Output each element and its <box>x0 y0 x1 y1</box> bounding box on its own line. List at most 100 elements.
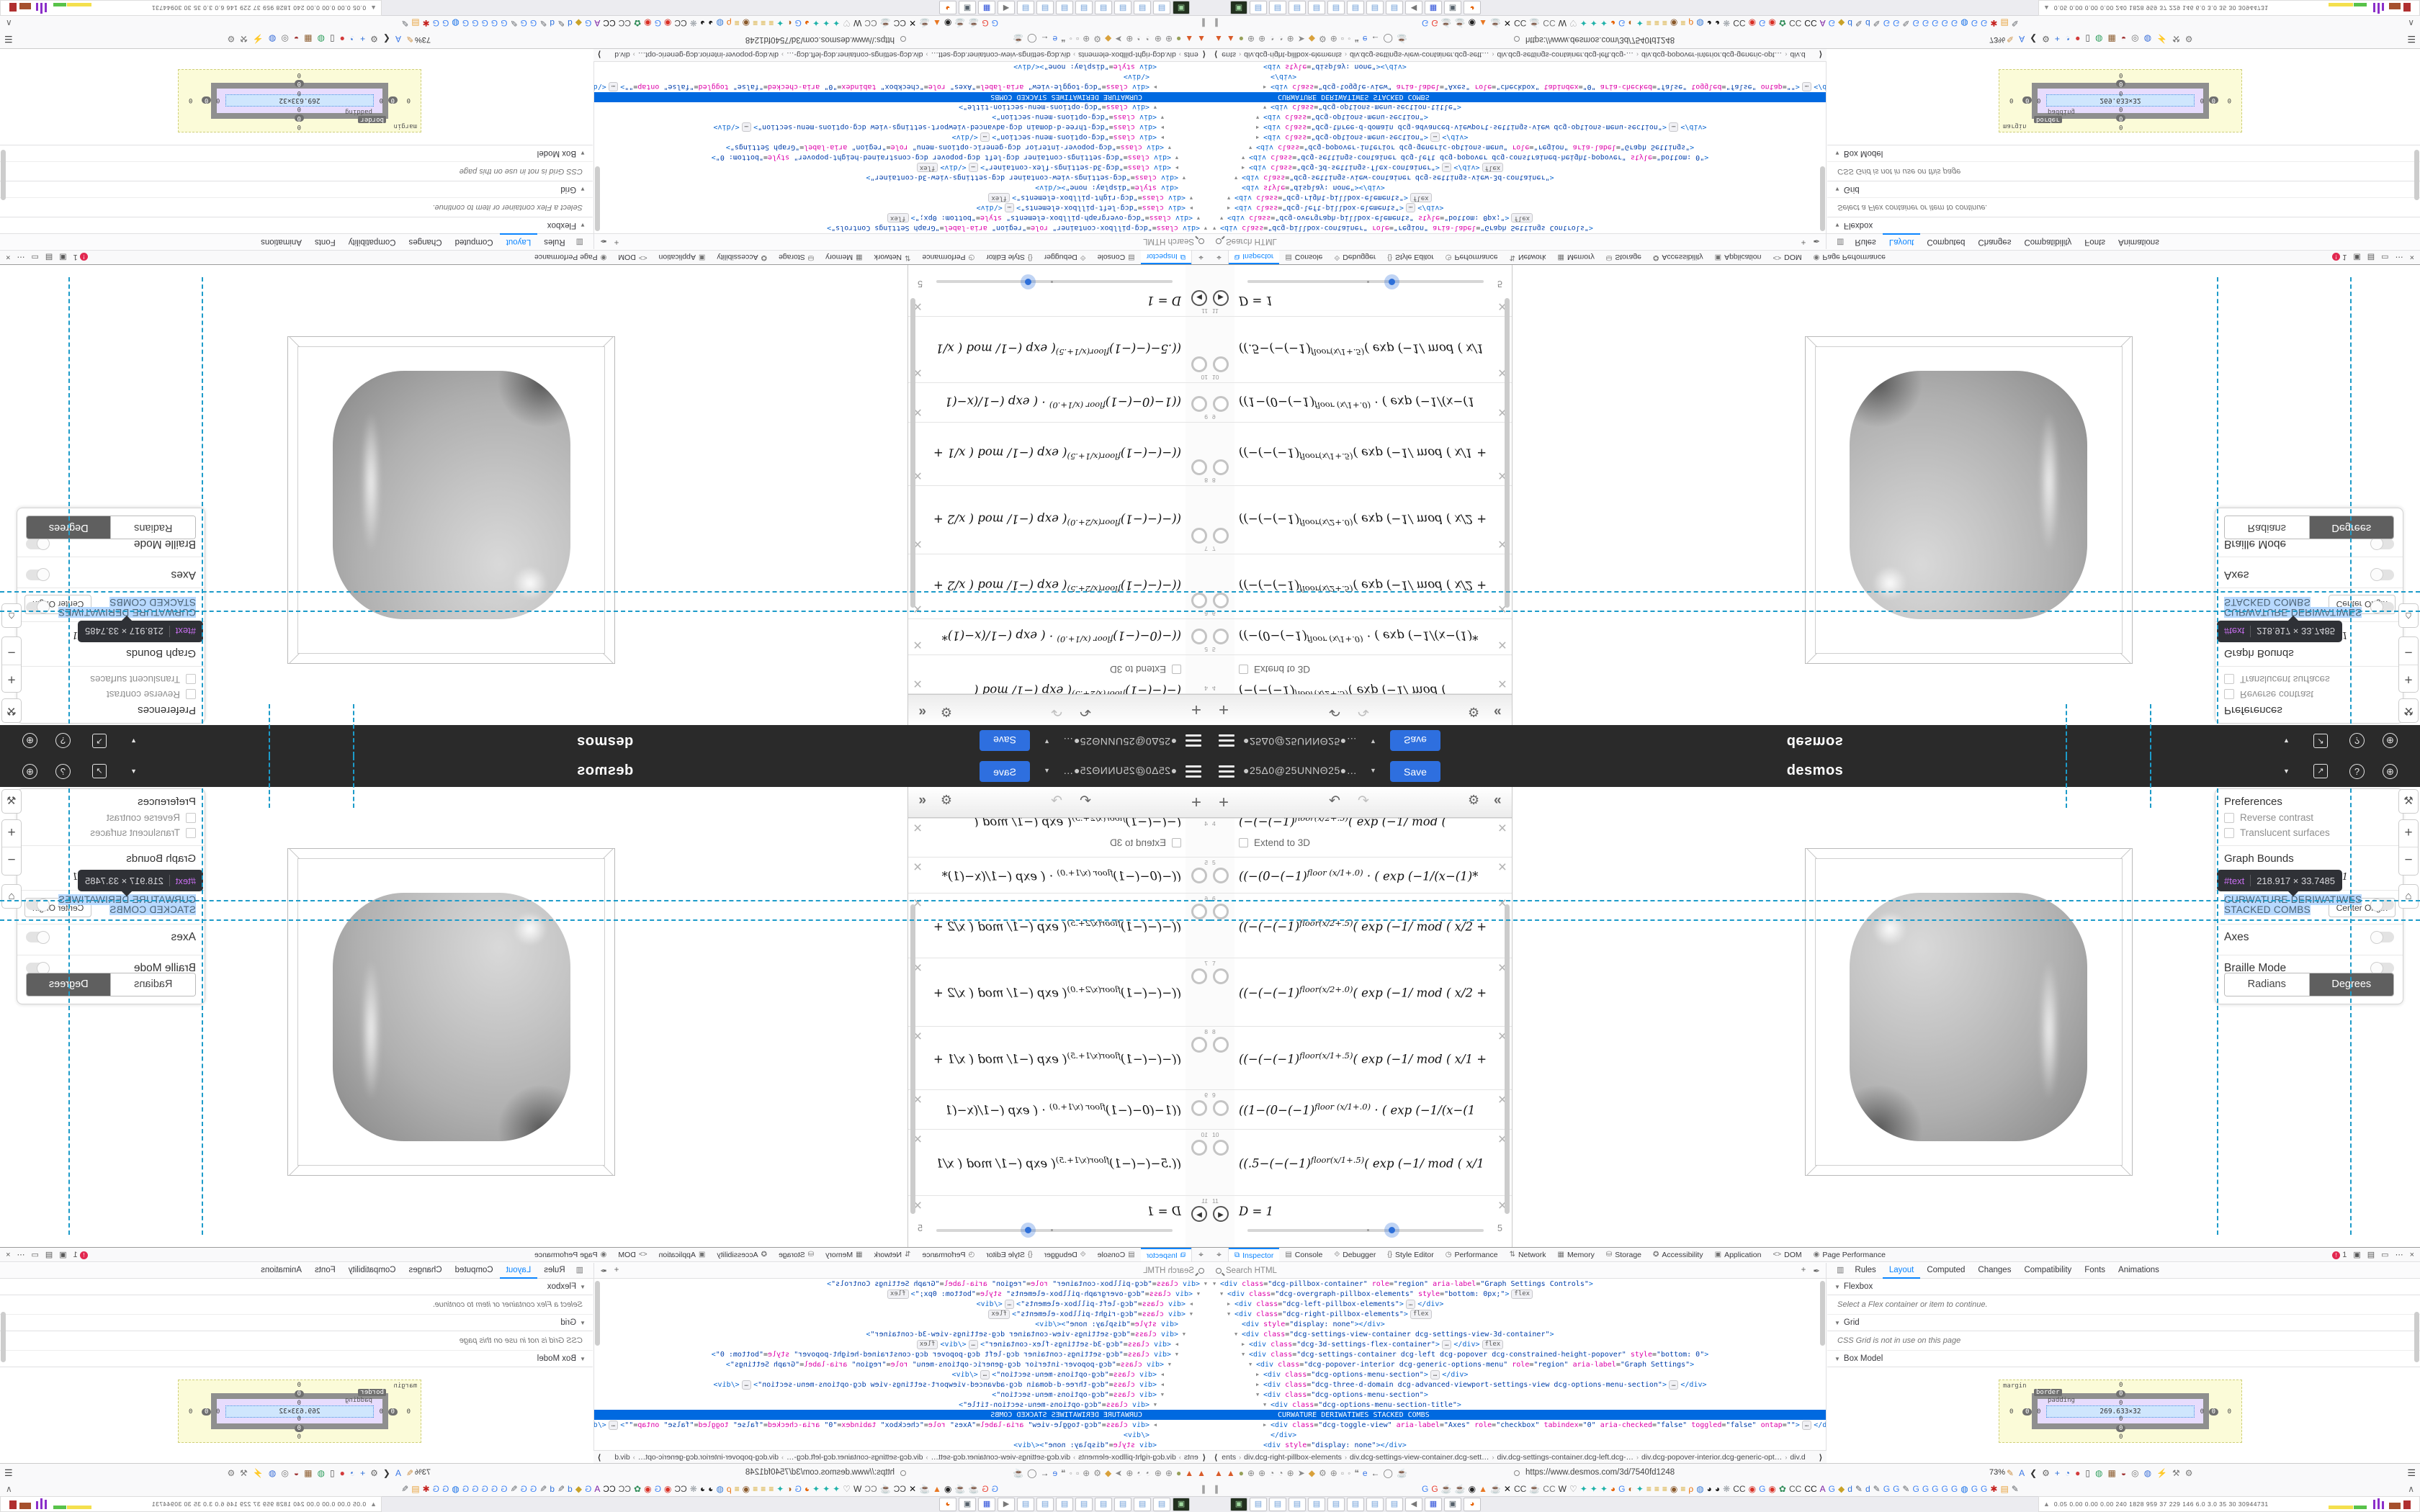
browser-tab[interactable]: ▤ <box>1036 1 1054 14</box>
breadcrumb-item[interactable]: ents <box>1183 1453 1198 1462</box>
devtools-more-icon[interactable]: ⋯ <box>2395 253 2403 261</box>
markup-line[interactable]: ▼ <div class="dcg-popover-interior dcg-ge… <box>725 143 1171 152</box>
axes-toggle[interactable] <box>2371 570 2394 580</box>
degrees-button[interactable]: Degrees <box>27 973 111 996</box>
translucent-surfaces-option[interactable]: Translucent surfaces <box>2224 674 2394 685</box>
language-icon[interactable]: ⊕ <box>2383 733 2398 748</box>
expression-toggle-circle[interactable] <box>1191 868 1207 883</box>
nav-icon[interactable]: ▲ <box>1185 1468 1194 1478</box>
bookmark-favicon[interactable]: ◕ <box>1706 1484 1712 1494</box>
extend-3d-checkbox[interactable] <box>1239 665 1248 674</box>
bookmark-favicon[interactable]: A <box>1819 1484 1826 1494</box>
markup-line[interactable]: ▶ <div class="dcg-left-pillbox-elements">… <box>1227 1299 1444 1309</box>
markup-line[interactable]: ▶ <div class="dcg-toggle-view" aria-label… <box>1263 82 1827 92</box>
expression-row-6[interactable]: 6 ((−(−(−1)floor(x/2+.5)( exp (−1/ mod (… <box>908 554 1210 619</box>
tab-style-editor[interactable]: {} Style Editor <box>1387 253 1434 262</box>
overflow-chevron-icon[interactable]: ∧ <box>6 18 12 28</box>
bookmark-favicon[interactable]: G <box>1971 1484 1978 1494</box>
bookmark-favicon[interactable]: ◐ <box>786 18 792 28</box>
extension-icon[interactable]: ▯ <box>2085 34 2091 44</box>
braille-toggle[interactable] <box>26 539 49 549</box>
bookmark-favicon[interactable]: G <box>529 1484 537 1494</box>
zoom-in-button[interactable]: + <box>2399 820 2418 847</box>
tab-accessibility[interactable]: ✪ Accessibility <box>1653 253 1703 262</box>
markup-line[interactable]: ▼ <div class="dcg-options-menu-section"> <box>1256 1390 1428 1399</box>
collapse-panel-icon[interactable]: « <box>1494 704 1502 719</box>
help-icon[interactable]: ? <box>2349 764 2365 779</box>
share-icon[interactable]: ↗ <box>2313 764 2328 778</box>
browser-tab[interactable]: ▤ <box>1366 1498 1384 1511</box>
extension-icon[interactable]: ▦ <box>2107 34 2116 44</box>
bookmark-favicon[interactable]: G <box>490 1484 498 1494</box>
extension-icon[interactable]: ◎ <box>2131 1468 2139 1478</box>
markup-line[interactable]: ▼ <div class="dcg-right-pillbox-elements"… <box>1210 1309 1826 1319</box>
expression-row-9[interactable]: 9 ((1−(0−(−1)floor (x/1+.0) · ( exp (−1/… <box>908 1089 1210 1129</box>
checkbox-icon[interactable] <box>2224 674 2234 685</box>
home-view-button[interactable]: ⌂ <box>1 884 22 909</box>
sidebar-tab-changes[interactable]: Changes <box>1978 238 2012 246</box>
nav-icon[interactable]: ◦ <box>1348 1468 1351 1478</box>
sidebar-tab-layout[interactable]: Layout <box>1882 233 1921 249</box>
zoom-level[interactable]: 73% <box>1989 1468 2006 1477</box>
extension-icon[interactable]: ⚙ <box>227 34 236 44</box>
extension-icon[interactable]: ◔ <box>349 34 356 44</box>
bookmark-favicon[interactable]: ✿ <box>634 1484 642 1494</box>
expression-toggle-circle[interactable] <box>1191 904 1207 919</box>
bookmark-favicon[interactable]: G <box>1828 1484 1835 1494</box>
menu-icon[interactable] <box>1219 765 1234 780</box>
delete-expression-icon[interactable]: × <box>1497 675 1507 692</box>
markup-line[interactable]: ▶ <div class="dcg-toggle-view" aria-label… <box>593 1420 1157 1430</box>
bookmark-favicon[interactable]: G <box>520 18 527 28</box>
sidebar-tab-changes[interactable]: Changes <box>408 1266 442 1274</box>
bookmark-favicon[interactable]: G <box>432 1484 439 1494</box>
bookmark-favicon[interactable]: ≡ <box>1646 1484 1652 1494</box>
pick-element-icon[interactable]: ⌖ <box>1191 1248 1210 1261</box>
markup-line[interactable]: ▼ <div class="dcg-options-menu-section"> <box>992 113 1164 122</box>
bookmark-favicon[interactable]: ◕ <box>804 18 810 28</box>
bookmark-favicon[interactable]: ✎ <box>1855 18 1863 28</box>
markup-line[interactable]: ▼ <div class="dcg-popover-interior dcg-ge… <box>1249 1360 1695 1369</box>
slider-play-icon[interactable]: ▶ <box>1213 290 1229 306</box>
bookmark-favicon[interactable]: ◍ <box>1696 1484 1704 1494</box>
markup-line[interactable]: ▶ <div class="dcg-three-d-domain dcg-adva… <box>1256 1380 1707 1390</box>
extension-icon[interactable]: ❮ <box>2030 34 2038 44</box>
bookmark-favicon[interactable]: ≡ <box>1680 18 1686 28</box>
extension-icon[interactable]: ◍ <box>317 34 325 44</box>
nav-icon[interactable]: ◔ <box>1269 34 1275 44</box>
browser-tab[interactable]: ▤ <box>1075 1 1093 14</box>
graph-settings-wrench-button[interactable]: ⚒ <box>1 698 22 723</box>
tab-dom[interactable]: <> DOM <box>618 253 647 262</box>
screenshot-icon[interactable]: ▣ <box>2353 253 2361 261</box>
browser-tab[interactable]: ◕ <box>1464 1 1481 14</box>
axes-toggle-row[interactable]: Axes <box>2215 924 2403 950</box>
tab-storage[interactable]: ⛁ Storage <box>1605 1250 1642 1259</box>
nav-icon[interactable]: ◦ <box>1069 1468 1072 1478</box>
bookmark-favicon[interactable]: G <box>1759 18 1766 28</box>
browser-tab[interactable]: ◕ <box>939 1498 956 1511</box>
bookmark-favicon[interactable]: ☕ <box>879 18 891 28</box>
sidebar-tab-computed[interactable]: Computed <box>454 238 493 246</box>
error-badge[interactable]: ! 1 <box>2332 1251 2347 1259</box>
browser-tab[interactable]: ▤ <box>1114 1 1131 14</box>
home-view-button[interactable]: ⌂ <box>2398 884 2419 909</box>
bookmark-favicon[interactable]: G <box>1950 18 1958 28</box>
split-console-icon[interactable]: ▤ <box>45 1251 53 1259</box>
browser-menu-icon[interactable]: ☰ <box>2407 34 2416 45</box>
language-icon[interactable]: ⊕ <box>22 733 37 748</box>
bookmark-favicon[interactable]: A <box>1819 18 1826 28</box>
nav-icon[interactable]: e <box>1362 1468 1368 1478</box>
tab-console[interactable]: ▤ Console <box>1097 1250 1135 1259</box>
browser-tab[interactable]: ▣ <box>1230 1498 1247 1511</box>
bookmark-favicon[interactable]: ◕ <box>1714 18 1721 28</box>
delete-expression-icon[interactable]: × <box>913 859 923 876</box>
delete-expression-icon[interactable]: × <box>913 636 923 653</box>
graph-settings-wrench-button[interactable]: ⚒ <box>2398 698 2419 723</box>
bookmark-favicon[interactable]: G <box>1422 1484 1429 1494</box>
bookmark-favicon[interactable]: G <box>462 1484 470 1494</box>
grid-section-header[interactable]: ▼Grid <box>1827 1315 2420 1331</box>
bookmark-favicon[interactable]: ρ <box>1688 1484 1694 1494</box>
extension-icon[interactable]: ⚒ <box>2172 34 2180 44</box>
error-badge[interactable]: ! 1 <box>73 1251 88 1259</box>
markup-line[interactable]: <div style="display: none"></div> <box>1013 63 1157 71</box>
bookmark-favicon[interactable]: CC <box>1513 1484 1527 1494</box>
